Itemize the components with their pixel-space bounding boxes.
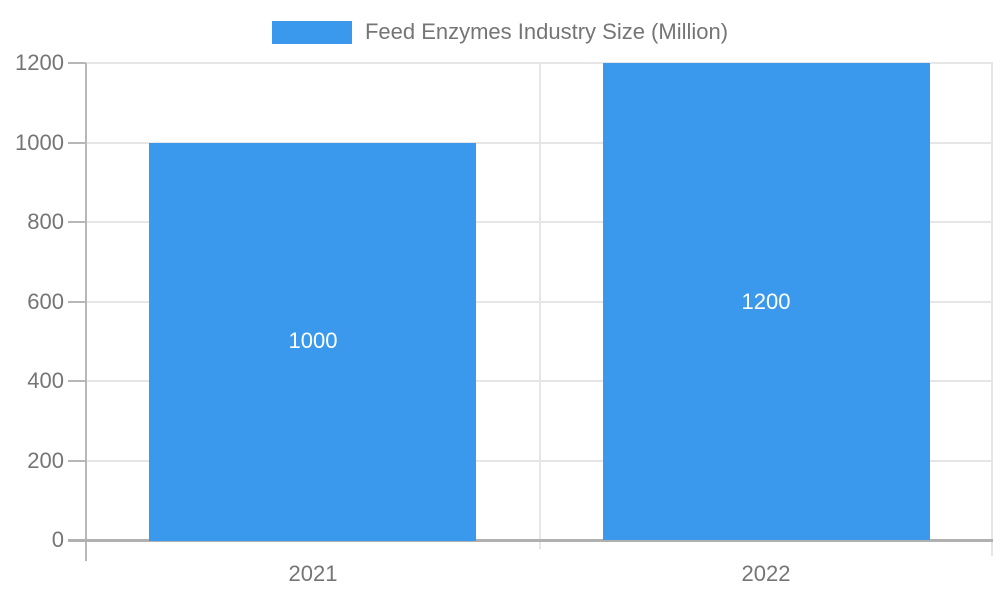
x-axis-baseline bbox=[68, 539, 993, 542]
y-axis-tick bbox=[68, 62, 86, 64]
y-axis-tick-label: 400 bbox=[27, 368, 64, 393]
y-axis-tick-label: 600 bbox=[27, 288, 64, 314]
y-axis-line bbox=[85, 63, 87, 561]
y-axis-tick-label: 800 bbox=[27, 209, 64, 234]
y-axis-tick-label: 0 bbox=[51, 527, 64, 552]
y-axis-tick-label: 200 bbox=[27, 447, 64, 473]
y-axis-tick bbox=[68, 141, 86, 144]
y-axis-tick-label: 1200 bbox=[15, 50, 64, 75]
y-axis-tick bbox=[68, 459, 86, 462]
legend-swatch bbox=[271, 20, 352, 44]
bar-value-label: 1200 bbox=[741, 289, 791, 314]
bar-2021[interactable] bbox=[149, 143, 476, 541]
y-axis-tick bbox=[68, 221, 86, 223]
x-axis-tick-label: 2022 bbox=[741, 561, 791, 586]
legend: Feed Enzymes Industry Size (Million) bbox=[0, 19, 1000, 45]
bar-value-label: 1000 bbox=[288, 328, 338, 353]
gridline-vertical bbox=[991, 63, 993, 556]
x-axis-tick-label: 2021 bbox=[288, 561, 338, 586]
y-axis-tick bbox=[68, 300, 86, 303]
bar-2022[interactable] bbox=[603, 63, 930, 540]
legend-label: Feed Enzymes Industry Size (Million) bbox=[364, 19, 729, 44]
gridline-vertical bbox=[538, 63, 541, 549]
y-axis-tick bbox=[68, 380, 86, 382]
y-axis-tick-label: 1000 bbox=[15, 129, 64, 155]
